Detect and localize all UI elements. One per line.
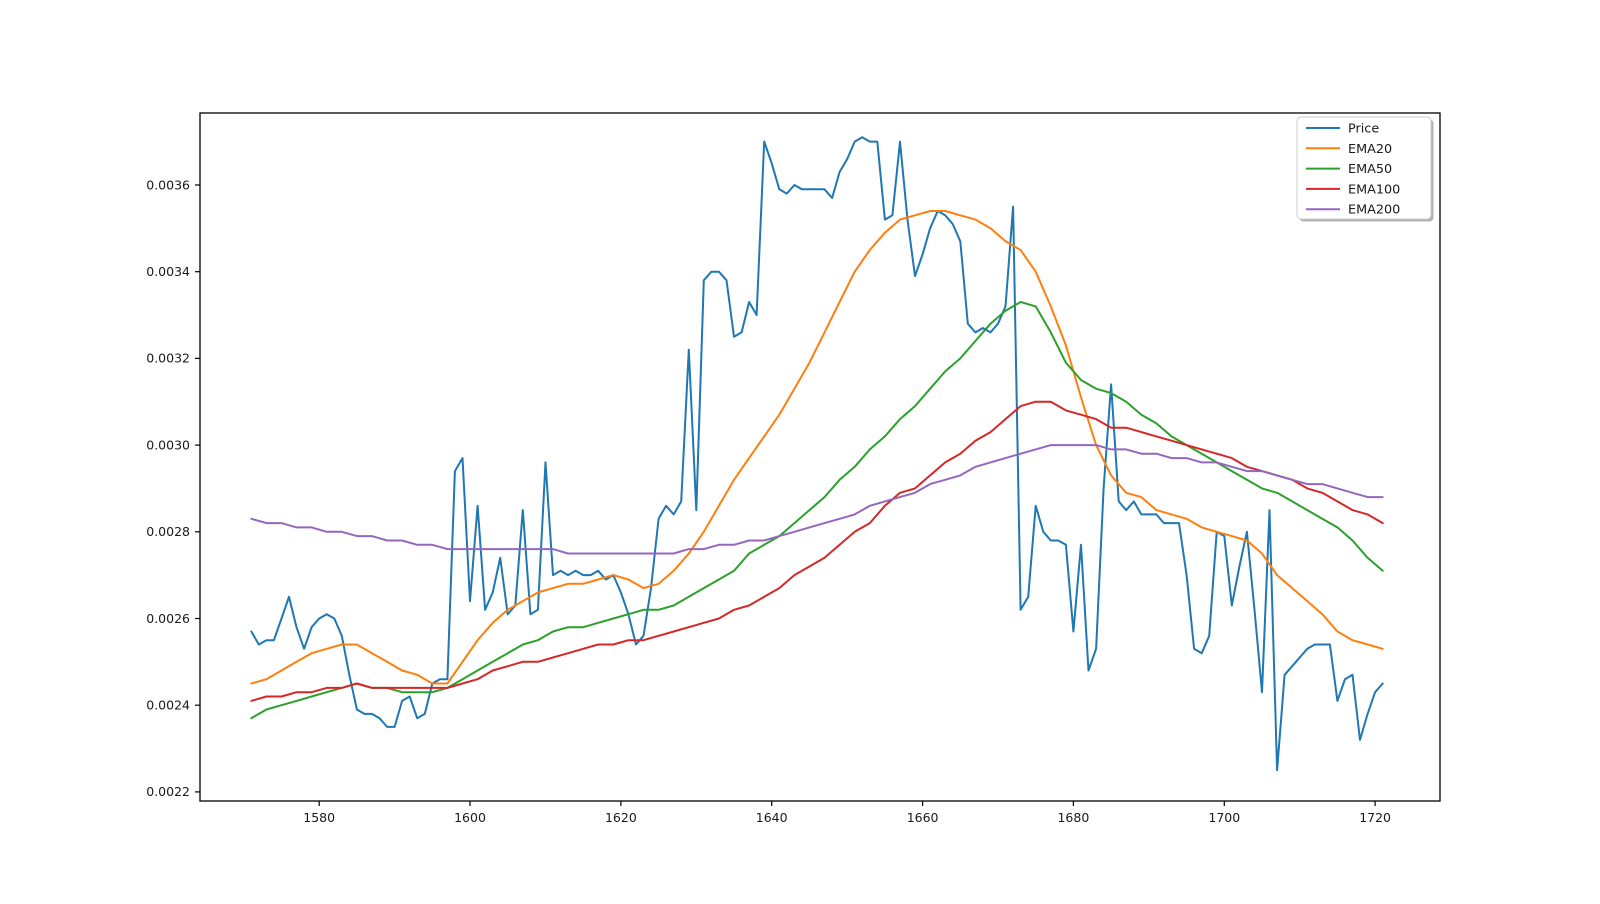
x-tick-label: 1680 (1057, 810, 1089, 825)
legend-label: EMA50 (1348, 162, 1392, 177)
x-tick-label: 1660 (907, 810, 939, 825)
x-tick-label: 1640 (756, 810, 788, 825)
series-line-ema20 (250, 210, 1384, 685)
x-tick-label: 1600 (454, 810, 486, 825)
series-line-ema200 (250, 444, 1384, 555)
y-tick-label: 0.0036 (146, 177, 190, 192)
plot-frame (199, 112, 1441, 802)
y-tick-label: 0.0032 (146, 351, 190, 366)
y-tick-label: 0.0026 (146, 611, 190, 626)
y-tick-label: 0.0030 (146, 437, 190, 452)
y-tick-label: 0.0028 (146, 524, 190, 539)
series-line-price (250, 136, 1384, 772)
legend-label: EMA100 (1348, 182, 1400, 197)
legend-box (1296, 116, 1432, 220)
y-tick-label: 0.0024 (146, 698, 190, 713)
x-tick-label: 1720 (1359, 810, 1391, 825)
series-line-ema100 (250, 400, 1384, 702)
legend-label: EMA200 (1348, 203, 1400, 218)
y-tick-label: 0.0022 (146, 784, 190, 799)
y-tick-label: 0.0034 (146, 264, 190, 279)
legend-label: Price (1348, 122, 1379, 137)
x-tick-label: 1620 (605, 810, 637, 825)
series-line-ema50 (250, 301, 1384, 720)
x-tick-label: 1580 (303, 810, 335, 825)
legend-label: EMA20 (1348, 142, 1392, 157)
x-tick-label: 1700 (1208, 810, 1240, 825)
